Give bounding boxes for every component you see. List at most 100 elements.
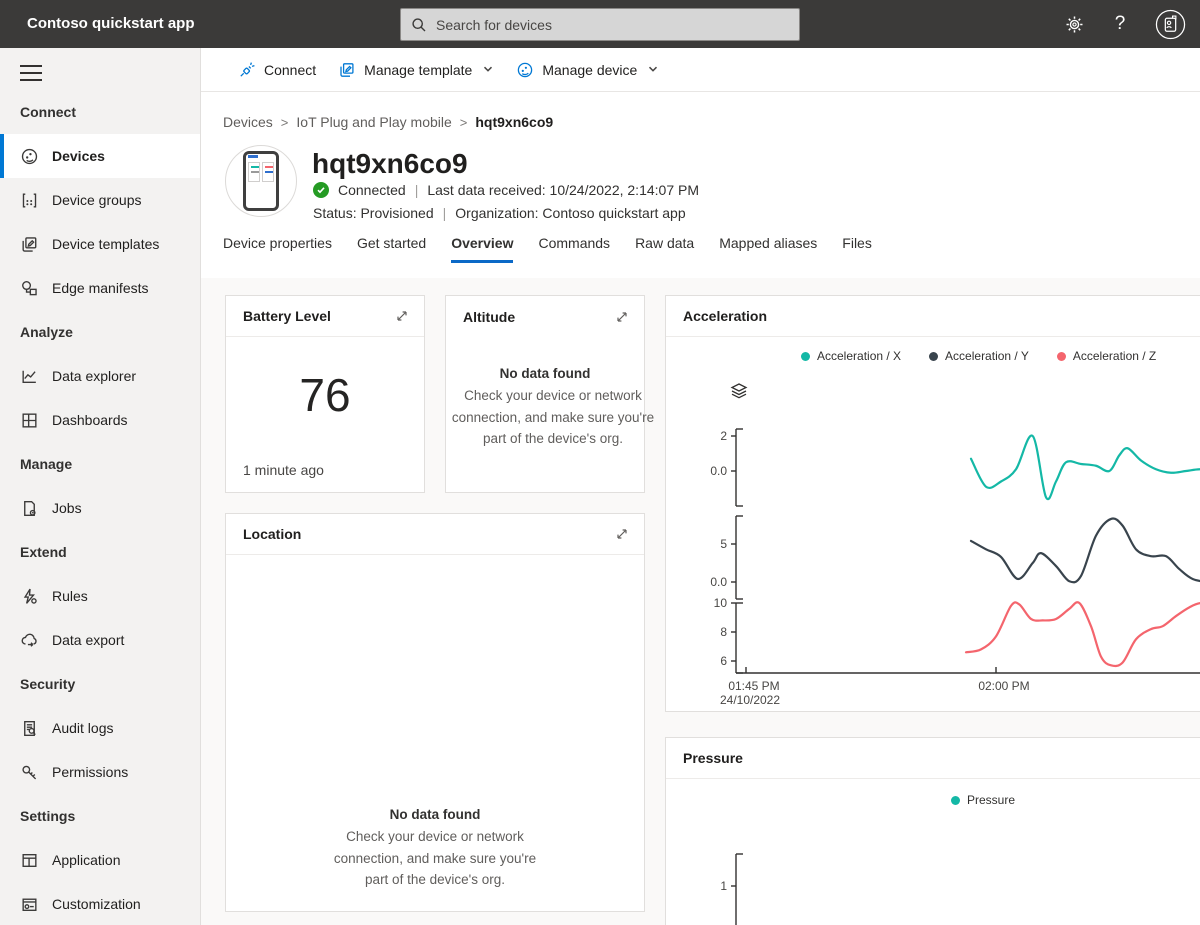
legend-item-z[interactable]: Acceleration / Z: [1056, 349, 1156, 363]
legend-item-x[interactable]: Acceleration / X: [801, 349, 901, 363]
jobs-icon: [20, 499, 39, 518]
svg-text:0.0: 0.0: [710, 575, 727, 589]
legend-dot: [801, 351, 810, 361]
help-button[interactable]: ?: [1098, 0, 1142, 48]
legend-dot: [929, 351, 939, 361]
device-avatar: [225, 145, 297, 217]
breadcrumb-separator: >: [280, 114, 289, 130]
connect-button[interactable]: Connect: [238, 61, 316, 79]
svg-text:8: 8: [720, 625, 727, 639]
svg-text:0.0: 0.0: [710, 464, 727, 478]
edge-manifests-icon: [20, 279, 39, 298]
connect-label: Connect: [264, 61, 317, 78]
tile-title: Battery Level: [243, 308, 331, 324]
sidebar-item-label: Application: [52, 852, 121, 868]
permissions-icon: [20, 763, 39, 782]
app-title: Contoso quickstart app: [27, 15, 195, 32]
legend-item-y[interactable]: Acceleration / Y: [929, 349, 1029, 363]
layers-button[interactable]: [728, 381, 750, 408]
pressure-legend: Pressure: [951, 793, 1015, 807]
svg-text:10: 10: [714, 596, 728, 610]
nav-section-security: Security: [20, 676, 76, 692]
phone-image: [243, 151, 279, 211]
sidebar-item-device-templates[interactable]: Device templates: [0, 222, 200, 266]
altitude-tile: Altitude No data found Check your device…: [445, 295, 655, 493]
connect-icon: [240, 61, 255, 77]
nav-section-analyze: Analyze: [20, 324, 73, 340]
sidebar-item-label: Data explorer: [52, 368, 137, 384]
nav-section-connect: Connect: [20, 104, 76, 120]
account-button[interactable]: [1148, 0, 1192, 48]
manage-template-button[interactable]: Manage template: [338, 61, 494, 79]
rules-icon: [20, 587, 39, 606]
svg-text:24/10/2022: 24/10/2022: [720, 693, 780, 707]
sidebar-item-data-explorer[interactable]: Data explorer: [0, 354, 200, 398]
device-status-line-1: Connected | Last data received: 10/24/20…: [313, 182, 699, 198]
device-toolbar: Connect Manage template: [201, 48, 1200, 92]
sidebar-item-data-export[interactable]: Data export: [0, 618, 200, 662]
sidebar-item-label: Dashboards: [52, 412, 128, 428]
expand-button[interactable]: [394, 308, 410, 324]
no-data-message: No data found Check your device or netwo…: [333, 807, 537, 888]
chart-title: Acceleration: [683, 308, 768, 324]
acceleration-chart-tile: Acceleration Acceleration / X Accelerati…: [665, 295, 1200, 712]
tab-get-started[interactable]: Get started: [356, 235, 427, 251]
tab-files[interactable]: Files: [842, 235, 872, 251]
sidebar-item-devices[interactable]: Devices: [0, 134, 200, 178]
breadcrumb-template[interactable]: IoT Plug and Play mobile: [296, 114, 452, 130]
pressure-chart: 1: [720, 853, 743, 925]
device-tabs: Device properties Get started Overview C…: [223, 235, 872, 263]
chevron-down-icon: [647, 62, 659, 78]
last-data-received: Last data received: 10/24/2022, 2:14:07 …: [427, 182, 699, 198]
manage-device-icon: [518, 62, 533, 77]
search-box[interactable]: [400, 8, 800, 41]
tab-device-properties[interactable]: Device properties: [223, 235, 332, 251]
chart-title: Pressure: [683, 750, 743, 766]
expand-button[interactable]: [614, 526, 630, 542]
hamburger-menu-button[interactable]: [20, 62, 44, 82]
sidebar-item-rules[interactable]: Rules: [0, 574, 200, 618]
no-data-message: No data found Check your device or netwo…: [451, 366, 655, 447]
svg-text:2: 2: [720, 429, 727, 443]
connection-status: Connected: [338, 182, 406, 198]
breadcrumb-devices[interactable]: Devices: [223, 114, 273, 130]
provision-status: Status: Provisioned: [313, 205, 434, 221]
sidebar-item-device-groups[interactable]: Device groups: [0, 178, 200, 222]
settings-gear-button[interactable]: [1052, 0, 1096, 48]
manage-device-button[interactable]: Manage device: [516, 61, 659, 79]
tab-commands[interactable]: Commands: [538, 235, 611, 251]
device-name: hqt9xn6co9: [312, 148, 468, 179]
audit-logs-icon: [20, 719, 39, 738]
manage-template-label: Manage template: [364, 61, 473, 78]
device-groups-icon: [20, 191, 39, 210]
dashboards-icon: [20, 411, 39, 430]
device-page: Devices > IoT Plug and Play mobile > hqt…: [201, 92, 1200, 925]
search-input[interactable]: [436, 16, 789, 33]
sidebar-item-edge-manifests[interactable]: Edge manifests: [0, 266, 200, 310]
svg-text:6: 6: [720, 654, 727, 668]
tab-overview[interactable]: Overview: [451, 235, 514, 263]
overview-tiles: Battery Level 76 1 minute ago Altitude: [201, 278, 1200, 925]
expand-icon: [617, 529, 627, 539]
svg-text:1: 1: [720, 879, 727, 893]
sidebar-item-audit-logs[interactable]: Audit logs: [0, 706, 200, 750]
account-badge-icon: [1155, 9, 1185, 39]
organization: Organization: Contoso quickstart app: [455, 205, 686, 221]
battery-level-tile: Battery Level 76 1 minute ago: [225, 295, 425, 493]
customization-icon: [20, 895, 39, 914]
sidebar-item-dashboards[interactable]: Dashboards: [0, 398, 200, 442]
sidebar-item-jobs[interactable]: Jobs: [0, 486, 200, 530]
sidebar-item-label: Permissions: [52, 764, 129, 780]
tab-mapped-aliases[interactable]: Mapped aliases: [719, 235, 818, 251]
acceleration-legend: Acceleration / X Acceleration / Y Accele…: [801, 349, 1156, 363]
sidebar-item-customization[interactable]: Customization: [0, 882, 200, 925]
legend-item-pressure[interactable]: Pressure: [951, 793, 1015, 807]
tab-raw-data[interactable]: Raw data: [635, 235, 695, 251]
sidebar-item-permissions[interactable]: Permissions: [0, 750, 200, 794]
svg-text:01:45 PM: 01:45 PM: [728, 679, 779, 693]
sidebar-item-label: Customization: [52, 896, 141, 912]
expand-button[interactable]: [614, 309, 630, 325]
sidebar-item-application[interactable]: Application: [0, 838, 200, 882]
svg-text:02:00 PM: 02:00 PM: [978, 679, 1029, 693]
